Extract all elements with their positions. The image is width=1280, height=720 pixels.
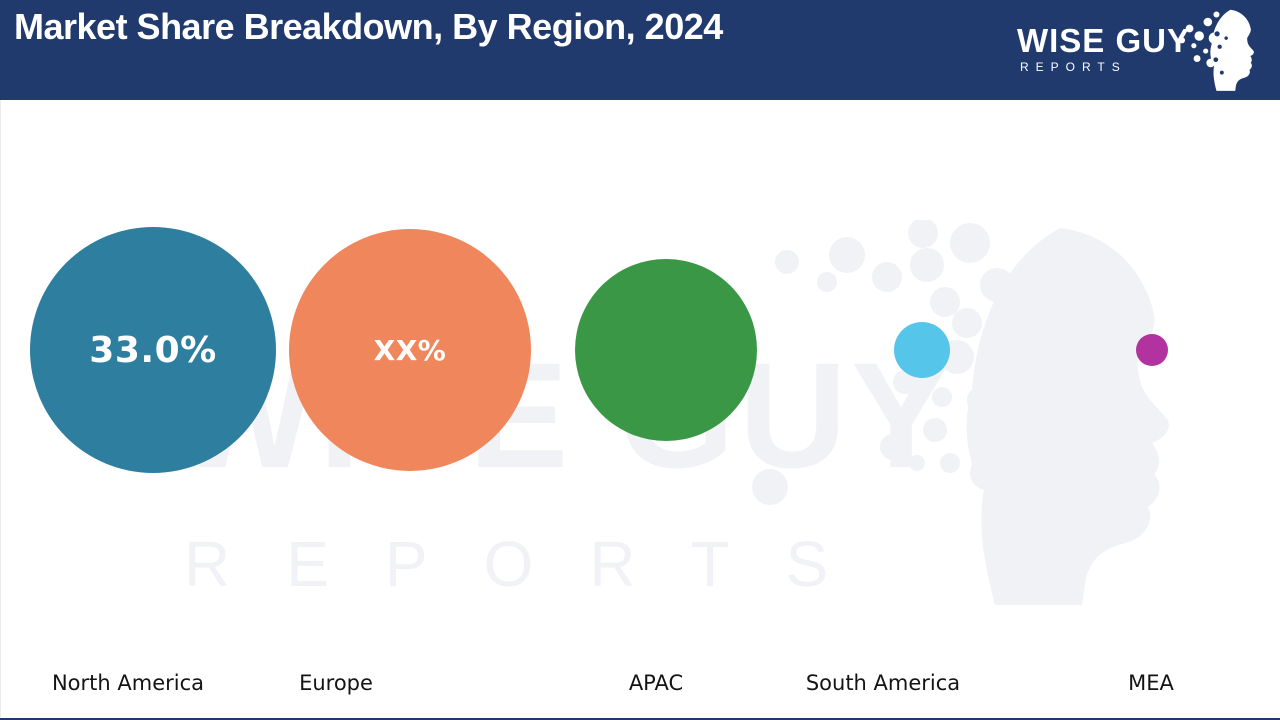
wiseguy-watermark-head-icon xyxy=(752,220,1169,605)
logo-wordmark-line1: WISE GUY xyxy=(1016,22,1190,59)
watermark-reports-text: REPORTS xyxy=(184,528,885,600)
bubble-south-america xyxy=(894,322,950,378)
category-label-apac: APAC xyxy=(628,671,684,695)
bubble-europe: XX% xyxy=(289,229,531,471)
bubble-north-america: 33.0% xyxy=(30,227,276,473)
bottom-border-line xyxy=(0,718,1280,720)
category-label-europe: Europe xyxy=(299,671,373,695)
wiseguy-head-icon xyxy=(1178,9,1254,91)
category-label-north-america: North America xyxy=(51,671,205,695)
logo-wordmark: WISE GUY REPORTS xyxy=(1017,24,1190,73)
bubble-share-label: 33.0% xyxy=(89,329,217,371)
brand-logo: WISE GUY REPORTS xyxy=(1017,8,1274,92)
header-bar: Market Share Breakdown, By Region, 2024 … xyxy=(0,0,1280,100)
logo-wordmark-line2: REPORTS xyxy=(1019,60,1127,74)
page-title: Market Share Breakdown, By Region, 2024 xyxy=(14,6,723,47)
category-label-south-america: South America xyxy=(805,671,961,695)
category-label-mea: MEA xyxy=(1128,671,1174,695)
bubble-apac xyxy=(575,259,757,441)
bubble-share-label: XX% xyxy=(373,333,447,367)
bubble-mea xyxy=(1136,334,1168,366)
